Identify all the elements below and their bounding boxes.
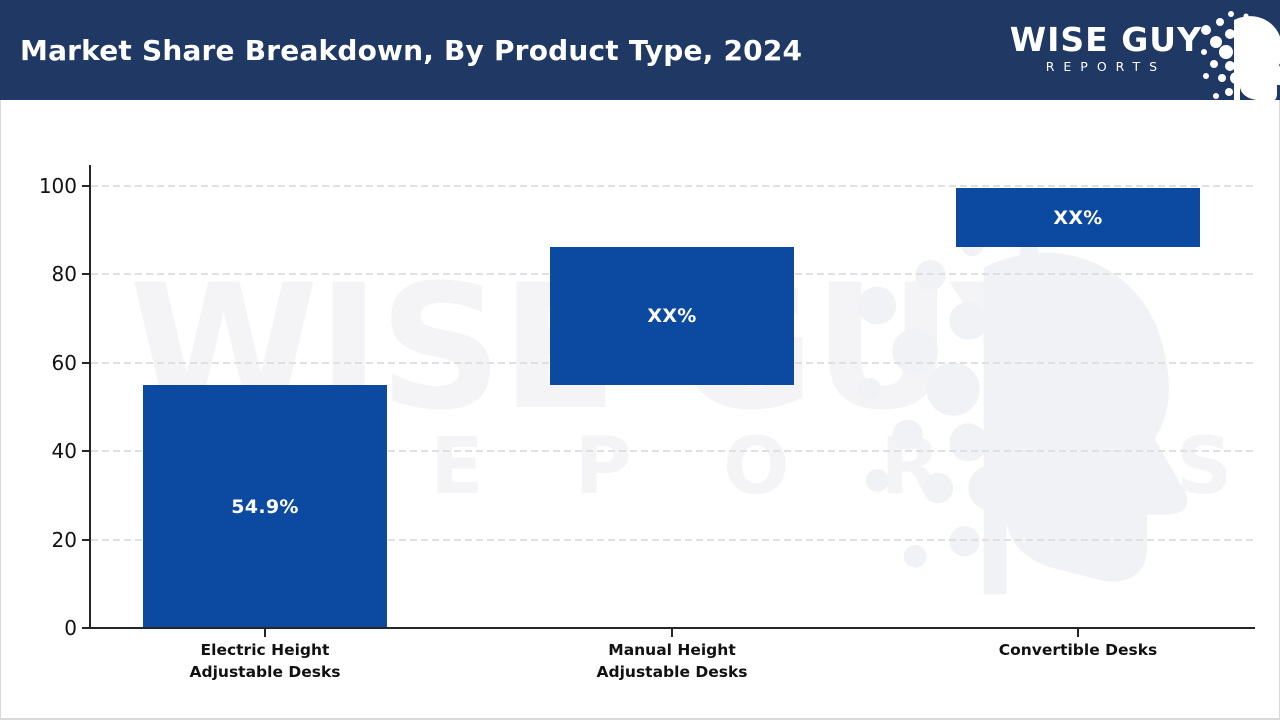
header: Market Share Breakdown, By Product Type,… xyxy=(0,0,1280,100)
y-tick-mark xyxy=(82,627,90,629)
y-tick-label: 80 xyxy=(51,262,77,286)
x-axis-spine xyxy=(89,627,1255,629)
page-title: Market Share Breakdown, By Product Type,… xyxy=(20,33,803,67)
x-tick-mark xyxy=(671,629,673,637)
x-category-label-line: Adjustable Desks xyxy=(189,662,341,681)
y-tick-label: 40 xyxy=(51,439,77,463)
x-category-label-line: Adjustable Desks xyxy=(596,662,748,681)
x-category-label: Manual Height Adjustable Desks xyxy=(512,640,832,683)
y-tick-mark xyxy=(82,538,90,541)
y-tick-label: 0 xyxy=(64,616,77,640)
y-tick-mark xyxy=(82,450,90,452)
y-tick-mark xyxy=(82,184,90,187)
y-tick-label: 20 xyxy=(51,527,77,552)
logo-subtext: REPORTS xyxy=(1045,59,1167,74)
y-gridline xyxy=(91,184,1255,187)
logo-head-icon xyxy=(1201,11,1280,100)
y-axis-spine xyxy=(89,165,91,629)
bar-3: XX% xyxy=(956,187,1200,248)
y-gridline xyxy=(91,450,1255,452)
x-category-label: Electric Height Adjustable Desks xyxy=(105,640,425,683)
x-tick-mark xyxy=(1077,629,1079,637)
y-tick-label: 60 xyxy=(51,350,77,375)
logo-wordmark: WISE GUY xyxy=(1009,20,1202,59)
x-category-label-line: Manual Height xyxy=(608,641,736,659)
y-tick-label: 100 xyxy=(38,173,77,198)
y-gridline xyxy=(91,538,1255,541)
y-tick-mark xyxy=(82,361,90,364)
x-category-label-line: Convertible Desks xyxy=(998,641,1158,659)
x-tick-mark xyxy=(264,629,266,637)
logo-text: WISE GUY REPORTS xyxy=(1010,22,1202,76)
bar-value-label: XX% xyxy=(1053,206,1103,229)
bar-2: XX% xyxy=(550,247,794,385)
x-category-label-line: Electric Height xyxy=(200,641,330,659)
plot-region: WISE GUY R E P O R T S 54.9% XX% XX% xyxy=(0,100,1280,720)
x-category-label: Convertible Desks xyxy=(918,640,1238,662)
bar-value-label: XX% xyxy=(647,305,697,328)
bar-1: 54.9% xyxy=(143,385,387,628)
bar-value-label: 54.9% xyxy=(231,495,299,518)
y-tick-mark xyxy=(82,273,90,275)
logo: WISE GUY REPORTS xyxy=(1010,0,1280,100)
